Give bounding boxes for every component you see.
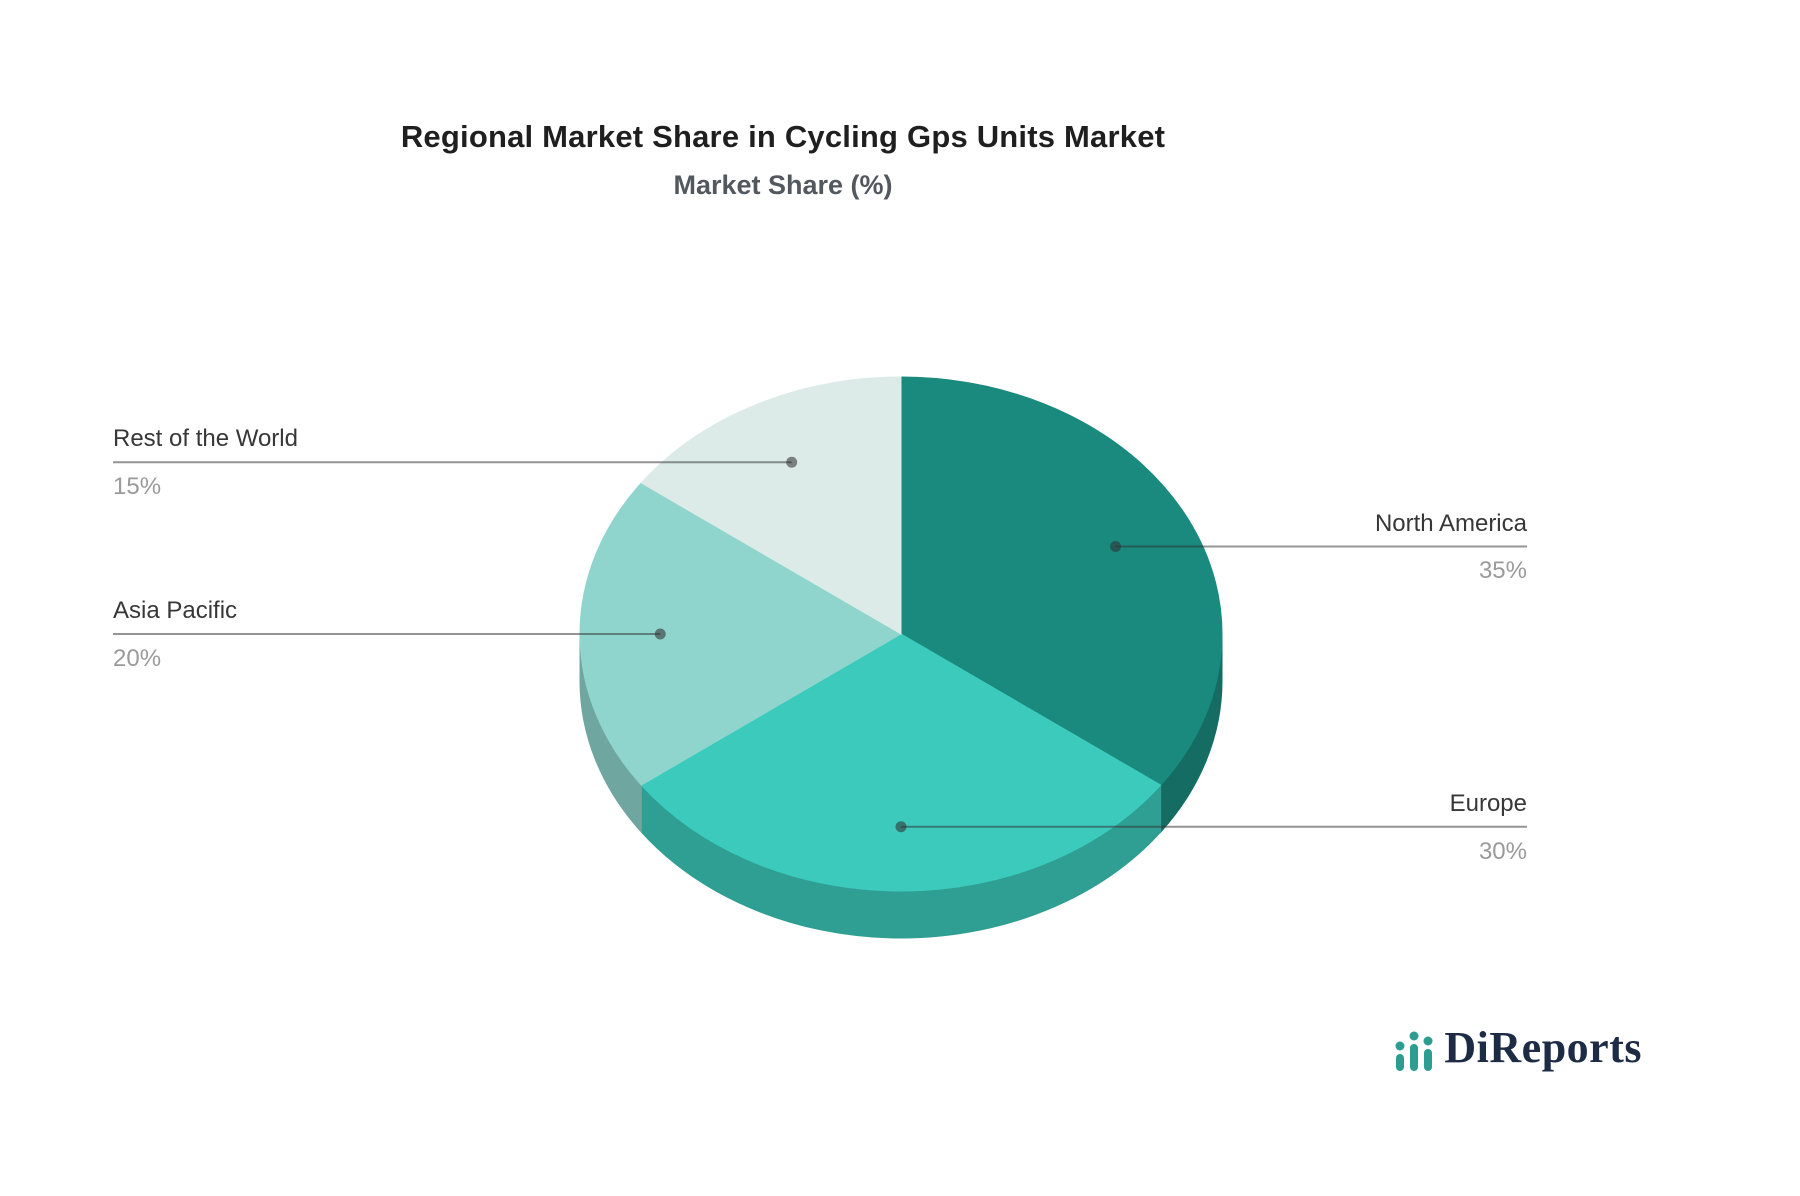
- slice-label-asia-pacific: Asia Pacific: [113, 597, 238, 624]
- chart-subtitle: Market Share (%): [673, 170, 893, 200]
- leader-dot-rest-of-the-world: [786, 456, 798, 468]
- logo-text: DiReports: [1444, 1023, 1642, 1072]
- slice-value-europe: 30%: [1478, 837, 1527, 865]
- leader-dot-north-america: [1110, 540, 1122, 552]
- slice-label-north-america: North America: [1374, 509, 1527, 537]
- leader-dot-asia-pacific: [654, 628, 666, 640]
- slice-value-asia-pacific: 20%: [113, 645, 162, 672]
- slice-label-europe: Europe: [1449, 789, 1527, 817]
- pie-slice-north-america[interactable]: [900, 376, 1223, 786]
- chart-title: Regional Market Share in Cycling Gps Uni…: [400, 119, 1166, 154]
- slice-value-north-america: 35%: [1478, 557, 1527, 585]
- slice-value-rest-of-the-world: 15%: [113, 473, 162, 501]
- pie-slice-rest-of-the-world[interactable]: [640, 376, 902, 635]
- leader-dot-europe: [895, 821, 907, 833]
- slice-label-rest-of-the-world: Rest of the World: [113, 425, 298, 453]
- direports-logo: DiReports: [1393, 1022, 1642, 1074]
- bar-chart-icon: [1395, 1031, 1433, 1071]
